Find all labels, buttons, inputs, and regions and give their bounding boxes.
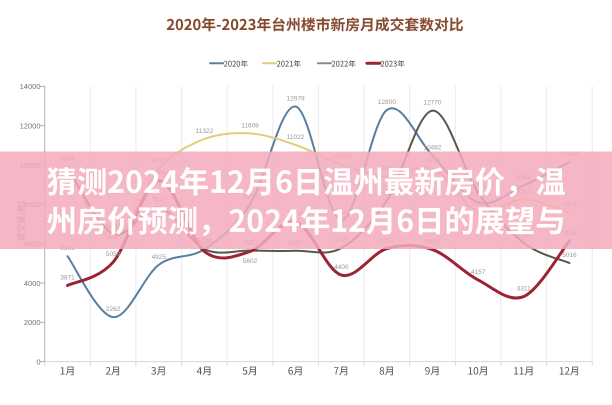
svg-text:4400: 4400 [334,264,349,271]
svg-text:5016: 5016 [562,252,577,259]
svg-text:12979: 12979 [287,96,305,103]
svg-text:4925: 4925 [152,254,167,261]
svg-text:12800: 12800 [378,99,396,106]
svg-text:4000: 4000 [24,279,41,288]
svg-text:12770: 12770 [423,100,441,107]
svg-text:11022: 11022 [287,134,305,141]
svg-text:12000: 12000 [20,122,41,131]
svg-text:11322: 11322 [196,128,214,135]
svg-text:4157: 4157 [471,269,486,276]
svg-text:14000: 14000 [20,82,41,91]
svg-text:3311: 3311 [517,286,531,293]
svg-text:5059: 5059 [106,251,121,258]
svg-text:10482: 10482 [423,145,441,152]
svg-text:2262: 2262 [106,306,121,313]
svg-text:11609: 11609 [241,122,259,129]
svg-text:5602: 5602 [243,258,258,265]
svg-text:0: 0 [36,357,40,366]
svg-text:2000: 2000 [24,318,41,327]
svg-text:3871: 3871 [60,275,75,282]
